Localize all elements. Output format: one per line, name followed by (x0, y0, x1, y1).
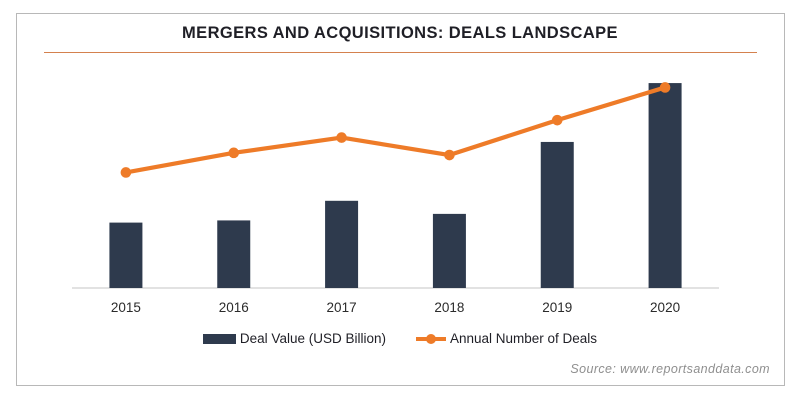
deals-line-point-2020 (659, 82, 671, 93)
source-text: Source: www.reportsanddata.com (570, 362, 770, 376)
legend: Deal Value (USD Billion) Annual Number o… (0, 331, 800, 346)
bar-2015 (109, 222, 143, 288)
line-marker-icon (425, 333, 436, 344)
x-axis-label-2016: 2016 (219, 300, 249, 315)
x-axis-label-2020: 2020 (650, 300, 680, 315)
bar-2016 (217, 220, 251, 288)
bar-2020 (648, 83, 682, 288)
legend-label-deal-value: Deal Value (USD Billion) (239, 331, 386, 346)
x-axis-label-2015: 2015 (111, 300, 141, 315)
deals-line-point-2018 (444, 149, 455, 161)
bar-series-swatch-icon (202, 333, 236, 344)
chart-title: MERGERS AND ACQUISITIONS: DEALS LANDSCAP… (182, 24, 618, 42)
legend-item-annual-deals: Annual Number of Deals (415, 331, 598, 346)
bar-2018 (432, 213, 466, 288)
x-axis-label-2018: 2018 (434, 300, 464, 315)
x-axis-label-2019: 2019 (542, 300, 572, 315)
bar-2019 (540, 141, 574, 288)
line-series-swatch-icon (415, 333, 446, 344)
title-divider (44, 52, 757, 53)
legend-label-annual-deals: Annual Number of Deals (449, 331, 598, 346)
deals-line-point-2016 (228, 147, 240, 159)
deals-line-point-2019 (551, 114, 563, 126)
deals-line-point-2015 (120, 167, 132, 178)
deals-line (123, 85, 668, 175)
deals-line-point-2017 (336, 132, 347, 143)
bar-2017 (325, 200, 359, 288)
x-axis-label-2017: 2017 (327, 300, 357, 315)
legend-item-deal-value: Deal Value (USD Billion) (202, 331, 386, 346)
